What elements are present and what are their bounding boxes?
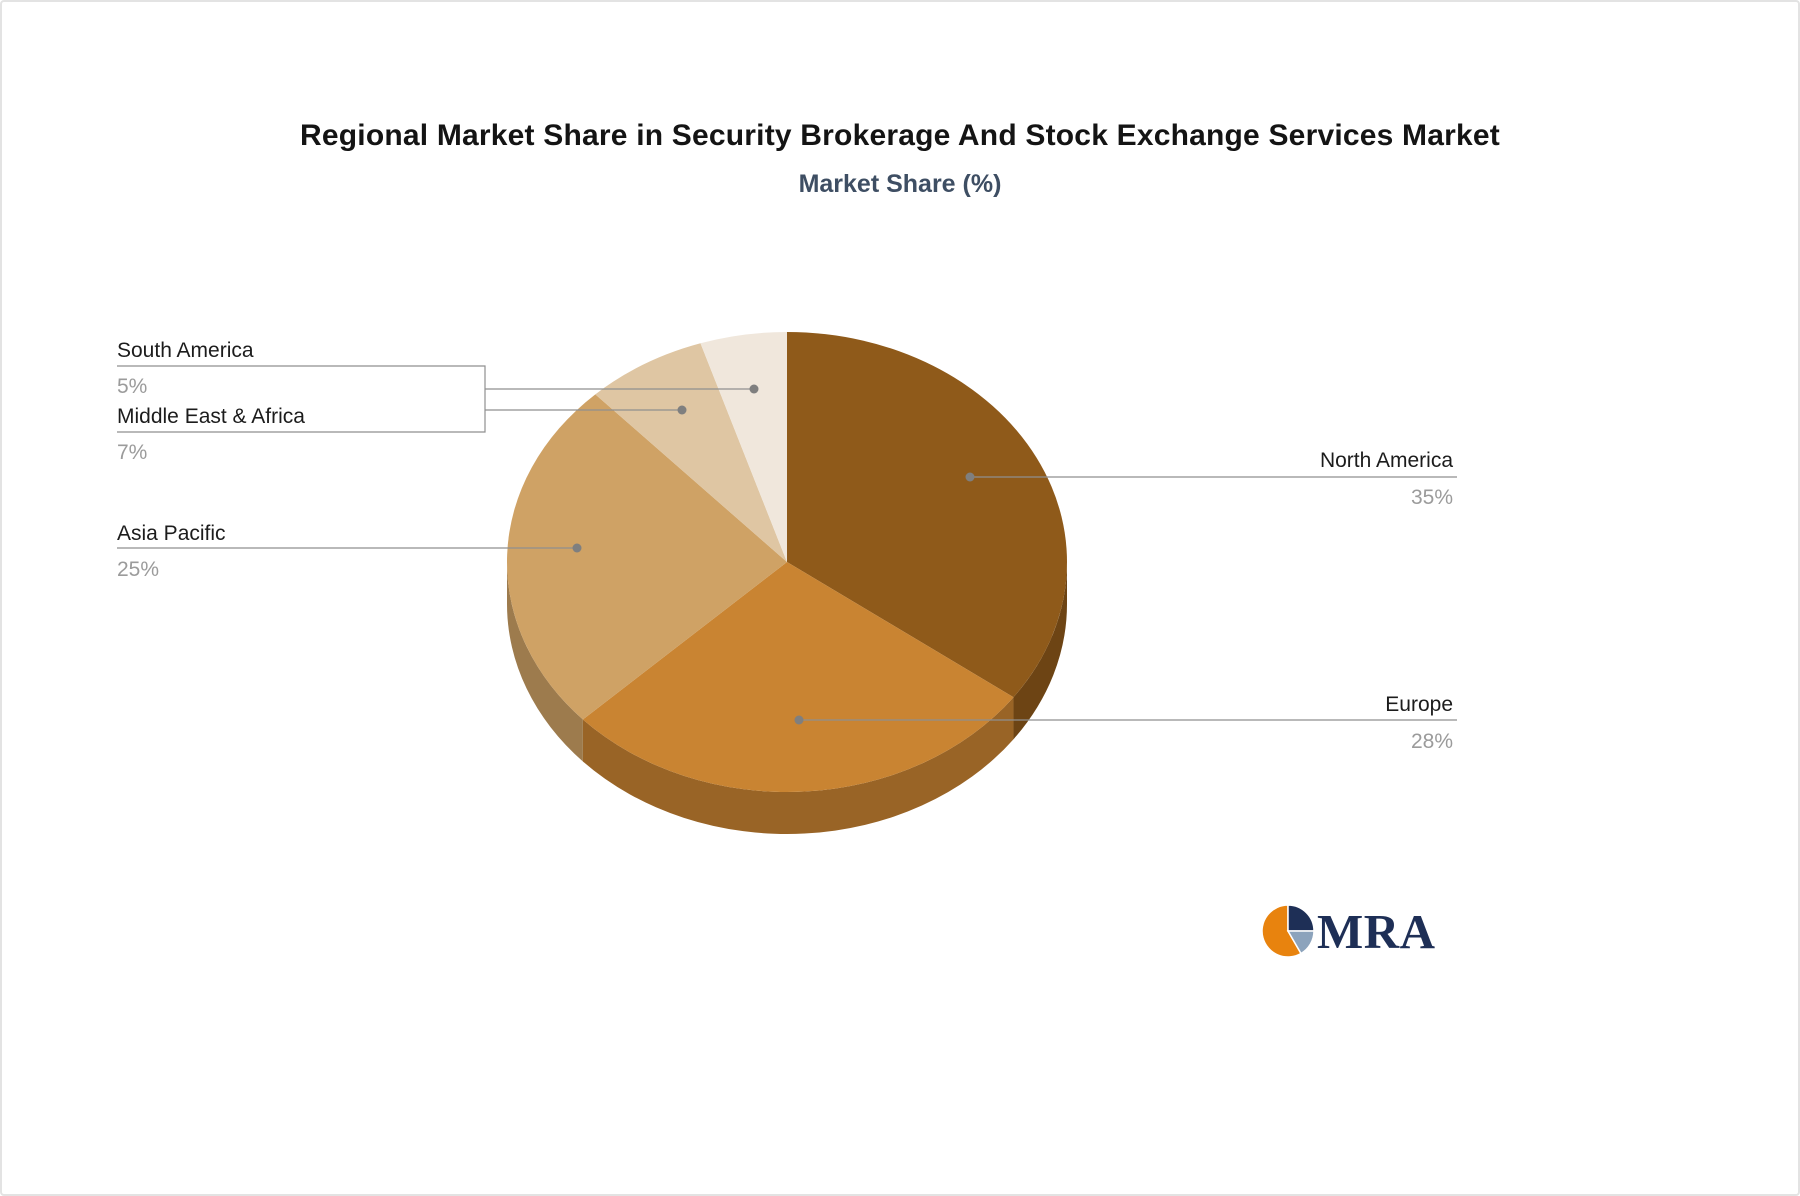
pie-slice-north-america[interactable] <box>787 332 1067 698</box>
label-bracket-line <box>117 365 486 433</box>
slice-label-north-america: North America <box>1319 449 1453 472</box>
leader-dot-south-america <box>749 384 759 394</box>
leader-dot-asia-pacific <box>572 543 582 553</box>
pie-slice-asia-pacific[interactable] <box>507 394 787 720</box>
slice-value-south-america: 5% <box>117 375 148 398</box>
mra-logo: MRA <box>1260 903 1436 959</box>
pie-slice-middle-east-africa[interactable] <box>595 343 787 562</box>
pie-slice-rim-europe <box>582 697 1014 834</box>
chart-title: Regional Market Share in Security Broker… <box>300 119 1500 152</box>
pie-slice-rim-north-america <box>1013 562 1067 740</box>
slice-label-europe: Europe <box>1385 693 1453 716</box>
slice-label-middle-east-africa: Middle East & Africa <box>117 405 305 428</box>
leader-dot-middle-east-africa <box>677 405 687 415</box>
slice-label-south-america: South America <box>117 339 254 362</box>
mra-logo-icon-wedge-1 <box>1287 904 1315 932</box>
leader-dot-europe <box>794 715 804 725</box>
slice-value-north-america: 35% <box>1410 486 1453 509</box>
mra-logo-icon-wedge-2 <box>1286 930 1315 955</box>
mra-logo-icon <box>1261 904 1315 958</box>
slice-label-asia-pacific: Asia Pacific <box>117 522 226 545</box>
mra-logo-icon-wedge-0 <box>1261 904 1303 958</box>
slice-value-europe: 28% <box>1410 730 1453 753</box>
mra-logo-text: MRA <box>1317 903 1436 959</box>
slice-value-middle-east-africa: 7% <box>117 441 148 464</box>
pie-slice-europe[interactable] <box>582 562 1014 792</box>
leader-dot-north-america <box>965 472 975 482</box>
pie-slice-rim-asia-pacific <box>507 562 583 762</box>
chart-subtitle: Market Share (%) <box>798 170 1002 198</box>
slice-value-asia-pacific: 25% <box>117 558 160 581</box>
